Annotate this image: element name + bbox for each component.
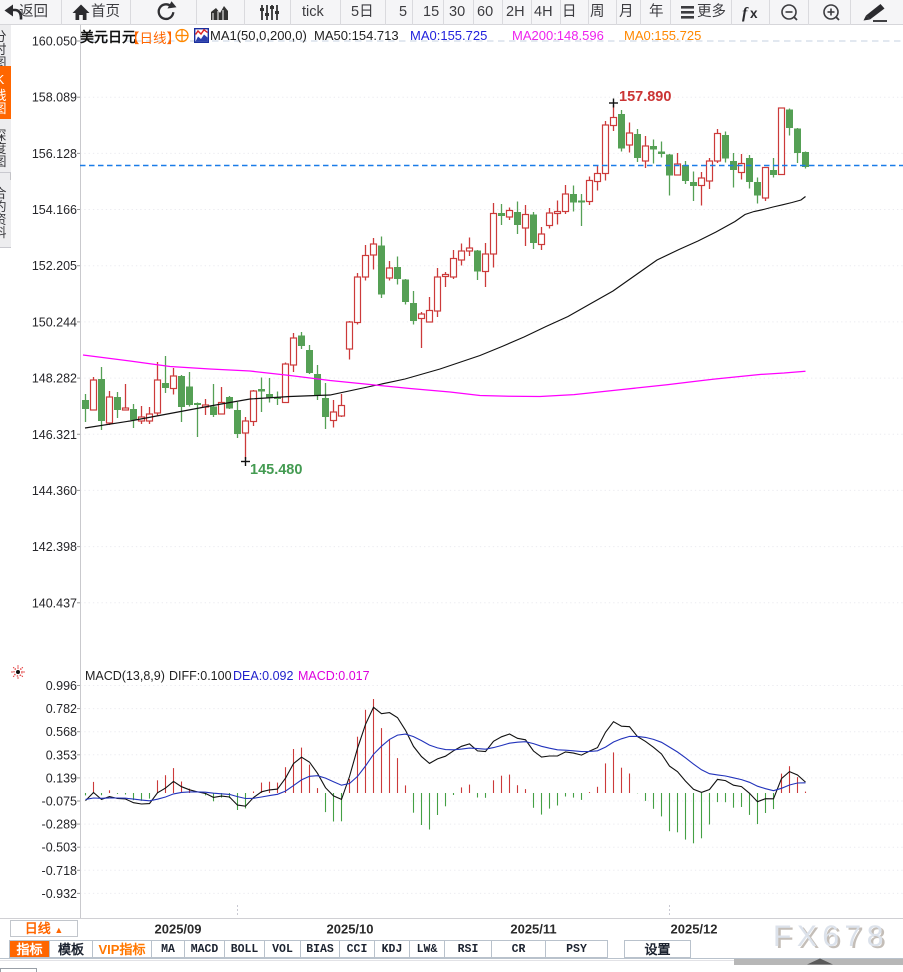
- svg-text:140.437: 140.437: [32, 596, 77, 610]
- svg-text:150.244: 150.244: [32, 315, 77, 329]
- svg-text:157.890: 157.890: [619, 89, 671, 105]
- svg-text:0.996: 0.996: [46, 679, 77, 693]
- svg-text:142.398: 142.398: [32, 540, 77, 554]
- svg-text:DEA:0.092: DEA:0.092: [233, 669, 294, 683]
- svg-text:-0.289: -0.289: [42, 818, 77, 832]
- svg-text:0.782: 0.782: [46, 702, 77, 716]
- svg-text:-0.503: -0.503: [42, 841, 77, 855]
- svg-text:FX678: FX678: [773, 920, 889, 953]
- svg-text:0.568: 0.568: [46, 725, 77, 739]
- svg-text:144.360: 144.360: [32, 484, 77, 498]
- svg-text:152.205: 152.205: [32, 259, 77, 273]
- svg-text:160.050: 160.050: [32, 35, 77, 49]
- svg-text:2025/12: 2025/12: [671, 922, 718, 937]
- svg-text:156.128: 156.128: [32, 147, 77, 161]
- svg-text:-0.718: -0.718: [42, 864, 77, 878]
- svg-text:-0.932: -0.932: [42, 887, 77, 901]
- svg-text:f: f: [742, 5, 749, 22]
- svg-text:2025/10: 2025/10: [327, 922, 374, 937]
- svg-text:154.166: 154.166: [32, 203, 77, 217]
- svg-text:MACD:0.017: MACD:0.017: [298, 669, 370, 683]
- svg-text:DIFF:0.100: DIFF:0.100: [169, 669, 232, 683]
- svg-text:148.282: 148.282: [32, 372, 77, 386]
- svg-text:0.353: 0.353: [46, 748, 77, 762]
- svg-text:2025/11: 2025/11: [510, 922, 556, 937]
- svg-text:146.321: 146.321: [32, 428, 77, 442]
- svg-text:FX678: FX678: [776, 922, 892, 955]
- svg-text:2025/09: 2025/09: [155, 922, 202, 937]
- svg-text:158.089: 158.089: [32, 91, 77, 105]
- svg-text:-0.075: -0.075: [42, 795, 77, 809]
- svg-text:0.139: 0.139: [46, 771, 77, 785]
- svg-text:x: x: [750, 6, 758, 21]
- svg-text:145.480: 145.480: [250, 462, 302, 478]
- svg-text:MACD(13,8,9): MACD(13,8,9): [85, 669, 165, 683]
